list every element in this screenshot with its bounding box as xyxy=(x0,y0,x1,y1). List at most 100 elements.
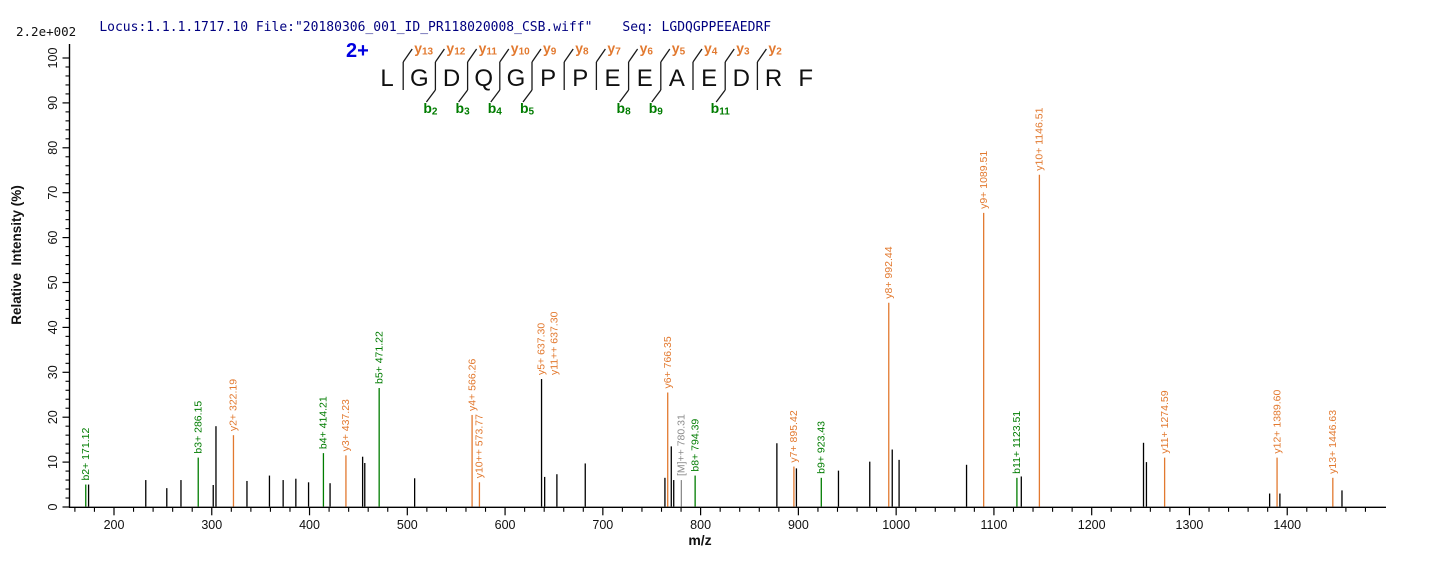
locus-file-label: Locus:1.1.1.1717.10 File:"20180306_001_I… xyxy=(99,20,593,35)
peak-label: [M]++ 780.31 xyxy=(676,414,688,476)
residue-letter: P xyxy=(572,65,588,92)
y-tick-label: 20 xyxy=(46,410,60,424)
cleavage-y-diagonal xyxy=(756,48,767,63)
y-ion-label: y6 xyxy=(640,40,654,58)
y-ion-label: y12 xyxy=(446,40,465,58)
peak-label: y10+ 1146.51 xyxy=(1034,107,1046,170)
y-ion-label: y4 xyxy=(704,40,718,58)
b-ion-label: b2 xyxy=(423,100,438,118)
y-ion-label: y3 xyxy=(736,40,750,58)
peak-label: y5+ 637.30 xyxy=(536,323,548,375)
charge-state-label: 2+ xyxy=(346,40,369,62)
b-ion-label: b5 xyxy=(520,100,535,118)
residue-letter: F xyxy=(798,65,813,92)
peak-label: b9+ 923.43 xyxy=(815,421,827,474)
x-tick-label: 900 xyxy=(788,518,809,532)
x-tick-label: 1400 xyxy=(1273,518,1301,532)
residue-letter: E xyxy=(604,65,620,92)
peak-label: y11+ 1274.59 xyxy=(1159,390,1171,453)
peak-label: b4+ 414.21 xyxy=(318,396,330,449)
cleavage-y-diagonal xyxy=(628,48,639,63)
y-ion-label: y13 xyxy=(414,40,433,58)
peak-label: y13+ 1446.63 xyxy=(1327,410,1339,474)
peak-label: b2+ 171.12 xyxy=(80,428,92,481)
intensity-scale-value: 2.2e+002 xyxy=(16,24,77,39)
y-ion-label: y8 xyxy=(575,40,589,58)
cleavage-b-diagonal xyxy=(490,89,501,103)
y-ion-label: y9 xyxy=(543,40,557,58)
sequence-label: Seq: LGDQGPPEEAEDRF xyxy=(622,20,772,35)
x-tick-label: 1300 xyxy=(1176,518,1204,532)
header-line: Locus:1.1.1.1717.10 File:"20180306_001_I… xyxy=(68,5,771,50)
peak-label: y10++ 573.77 xyxy=(474,414,486,478)
residue-letter: R xyxy=(765,65,782,92)
residue-letter: D xyxy=(443,65,460,92)
x-tick-label: 1000 xyxy=(882,518,910,532)
axis-ticks: 200 300 400 500 600 700 800 900 1000 1100 1200 1300… xyxy=(46,48,1366,532)
y-tick-label: 30 xyxy=(46,365,60,379)
b-ion-label: b3 xyxy=(456,100,471,118)
b-ion-label: b8 xyxy=(617,100,632,118)
residue-letter: L xyxy=(380,65,393,92)
cleavage-b-diagonal xyxy=(651,89,662,103)
cleavage-y-diagonal xyxy=(499,48,510,63)
cleavage-b-diagonal xyxy=(425,89,436,103)
b-ion-label: b9 xyxy=(649,100,664,118)
peak-label: y11++ 637.30 xyxy=(549,311,561,375)
peak-label: y4+ 566.26 xyxy=(466,359,478,411)
residue-letter: D xyxy=(733,65,750,92)
y-ion-label: y5 xyxy=(672,40,686,58)
x-tick-label: 300 xyxy=(201,518,222,532)
x-tick-label: 1100 xyxy=(980,518,1007,532)
cleavage-y-diagonal xyxy=(595,48,606,63)
cleavage-y-diagonal xyxy=(467,48,478,63)
residue-letter: G xyxy=(410,65,429,92)
y-tick-label: 70 xyxy=(46,186,60,200)
x-tick-label: 700 xyxy=(592,518,613,532)
peak-label: y9+ 1089.51 xyxy=(978,151,990,209)
residue-letter: P xyxy=(540,65,556,92)
cleavage-y-diagonal xyxy=(692,48,703,63)
cleavage-y-diagonal xyxy=(434,48,445,63)
residue-letter: Q xyxy=(474,65,493,92)
x-tick-label: 200 xyxy=(104,518,125,532)
peaks-layer xyxy=(85,174,1343,507)
peak-labels-layer: b2+ 171.12 b3+ 286.15 y2+ 322.19 b4+ 414.21… xyxy=(80,107,1339,480)
x-tick-label: 800 xyxy=(690,518,711,532)
residue-letter: E xyxy=(701,65,717,92)
residue-letter: E xyxy=(637,65,653,92)
peak-label: b3+ 286.15 xyxy=(192,401,204,454)
y-tick-label: 0 xyxy=(46,503,60,510)
cleavage-b-diagonal xyxy=(619,89,630,103)
y-axis-title: Relative Intensity (%) xyxy=(9,185,24,325)
peak-label: y6+ 766.35 xyxy=(662,336,674,388)
cleavage-y-diagonal xyxy=(402,48,413,63)
x-tick-label: 400 xyxy=(299,518,320,532)
y-tick-label: 10 xyxy=(46,455,60,469)
x-tick-label: 500 xyxy=(397,518,418,532)
peak-label: y8+ 992.44 xyxy=(883,246,895,298)
y-tick-label: 90 xyxy=(46,96,60,110)
x-tick-label: 1200 xyxy=(1078,518,1106,532)
cleavage-b-diagonal xyxy=(715,89,726,103)
peak-label: b8+ 794.39 xyxy=(689,419,701,472)
y-ion-label: y2 xyxy=(768,40,782,58)
residue-letter: G xyxy=(507,65,526,92)
cleavage-b-diagonal xyxy=(458,89,469,103)
cleavage-y-diagonal xyxy=(531,48,542,63)
cleavage-y-diagonal xyxy=(660,48,671,63)
b-ion-label: b11 xyxy=(711,100,731,118)
peak-label: b11+ 1123.51 xyxy=(1011,411,1023,474)
y-tick-label: 50 xyxy=(46,276,60,290)
peak-label: y3+ 437.23 xyxy=(340,399,352,451)
b-ion-label: b4 xyxy=(488,100,503,118)
y-tick-label: 80 xyxy=(46,141,60,155)
cleavage-b-diagonal xyxy=(522,89,533,103)
y-ion-label: y10 xyxy=(511,40,530,58)
x-tick-label: 600 xyxy=(495,518,516,532)
peak-label: y7+ 895.42 xyxy=(788,410,800,462)
cleavage-y-diagonal xyxy=(724,48,735,63)
